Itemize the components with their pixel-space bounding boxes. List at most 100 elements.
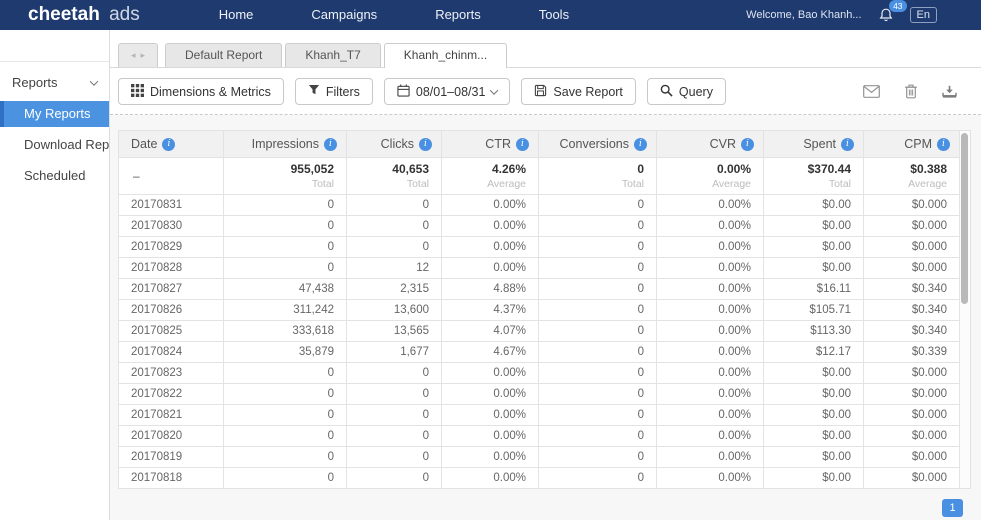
value-cell: 0.00%: [656, 215, 764, 237]
totals-value: 0: [637, 162, 644, 176]
brand-light: ads: [109, 4, 140, 25]
table-row: 20170825 333,618 13,565 4.07% 0 0.00% $113.30 $…: [118, 320, 960, 342]
value-cell: $0.00: [763, 236, 864, 258]
pagination-page-1[interactable]: 1: [942, 499, 963, 517]
tab-khanh-chinm[interactable]: Khanh_chinm...: [383, 43, 508, 68]
value-cell: 0: [538, 362, 657, 384]
brand-logo[interactable]: cheetah ads: [28, 4, 140, 26]
value-cell: 0.00%: [656, 278, 764, 300]
sidebar-item-scheduled[interactable]: Scheduled: [24, 168, 86, 183]
scrollbar-thumb[interactable]: [961, 133, 968, 305]
value-cell: 0: [538, 467, 657, 489]
value-cell: 0.00%: [656, 194, 764, 216]
filters-button[interactable]: Filters: [294, 78, 373, 105]
value-cell: $0.000: [863, 404, 960, 426]
value-cell: $0.00: [763, 404, 864, 426]
value-cell: 4.37%: [441, 299, 539, 321]
report-tabbar: ◂ ▸ Default Report Khanh_T7 Khanh_chinm.…: [110, 39, 981, 68]
date-range-button[interactable]: 08/01–08/31: [383, 78, 511, 105]
welcome-user[interactable]: Welcome, Bao Khanh...: [746, 9, 862, 21]
value-cell: 0.00%: [441, 404, 539, 426]
date-cell: 20170822: [118, 383, 224, 405]
value-cell: 12: [346, 257, 442, 279]
tab-khanh-t7[interactable]: Khanh_T7: [285, 43, 381, 67]
query-button[interactable]: Query: [646, 78, 726, 105]
tab-scroll-left-icon[interactable]: ◂: [130, 50, 136, 60]
totals-sublabel: Average: [712, 178, 751, 190]
value-cell: $0.00: [763, 362, 864, 384]
nav-item-home[interactable]: Home: [218, 7, 254, 22]
tab-default-report[interactable]: Default Report: [165, 43, 283, 67]
value-cell: 333,618: [223, 320, 347, 342]
value-cell: $0.000: [863, 446, 960, 468]
date-cell: 20170828: [118, 257, 224, 279]
table-row: 20170823 0 0 0.00% 0 0.00% $0.00 $0.000: [118, 362, 960, 384]
value-cell: 0.00%: [441, 383, 539, 405]
info-icon[interactable]: i: [419, 137, 432, 151]
date-cell: 20170821: [118, 404, 224, 426]
value-cell: $0.00: [763, 425, 864, 447]
sidebar-group-label: Reports: [12, 75, 58, 90]
value-cell: $0.00: [763, 467, 864, 489]
value-cell: 0.00%: [656, 299, 764, 321]
value-cell: 4.07%: [441, 320, 539, 342]
value-cell: 311,242: [223, 299, 347, 321]
value-cell: 0.00%: [441, 425, 539, 447]
value-cell: 0: [346, 194, 442, 216]
value-cell: 0: [538, 320, 657, 342]
info-icon[interactable]: i: [741, 137, 754, 151]
value-cell: 0: [346, 425, 442, 447]
info-icon[interactable]: i: [162, 137, 176, 151]
value-cell: $0.339: [863, 341, 960, 363]
email-report-button[interactable]: [863, 85, 880, 98]
value-cell: 0: [346, 404, 442, 426]
save-report-button[interactable]: Save Report: [521, 78, 636, 105]
value-cell: $0.00: [763, 446, 864, 468]
nav-item-tools[interactable]: Tools: [538, 7, 570, 22]
value-cell: 0: [538, 446, 657, 468]
tab-scroll-right-icon[interactable]: ▸: [140, 50, 146, 60]
value-cell: 0: [223, 194, 347, 216]
value-cell: 0.00%: [656, 446, 764, 468]
nav-item-reports[interactable]: Reports: [435, 7, 481, 22]
download-report-button[interactable]: [942, 85, 957, 99]
value-cell: 0: [538, 278, 657, 300]
value-cell: 0: [346, 236, 442, 258]
table-row: 20170830 0 0 0.00% 0 0.00% $0.00 $0.000: [118, 215, 960, 237]
totals-value-cell: $370.44 Total: [763, 157, 864, 195]
nav-item-campaigns[interactable]: Campaigns: [311, 7, 378, 22]
info-icon[interactable]: i: [516, 137, 529, 151]
sidebar-item-download-report[interactable]: Download Report: [24, 137, 109, 152]
value-cell: 35,879: [223, 341, 347, 363]
info-icon[interactable]: i: [324, 137, 337, 151]
delete-report-button[interactable]: [904, 84, 918, 99]
info-icon[interactable]: i: [937, 137, 950, 151]
sidebar-item-my-reports[interactable]: My Reports: [0, 101, 109, 127]
language-selector[interactable]: En: [909, 7, 937, 23]
totals-value-cell: 40,653 Total: [346, 157, 442, 195]
totals-sublabel: Average: [487, 178, 526, 190]
sidebar-group-reports[interactable]: Reports: [0, 62, 109, 101]
totals-value: $0.388: [910, 162, 947, 176]
search-icon: [660, 84, 673, 100]
value-cell: $16.11: [763, 278, 864, 300]
dimensions-metrics-button[interactable]: Dimensions & Metrics: [118, 78, 284, 105]
table-row: 20170822 0 0 0.00% 0 0.00% $0.00 $0.000: [118, 383, 960, 405]
notifications-button[interactable]: 43: [878, 0, 907, 23]
report-toolbar: Dimensions & Metrics Filters 08/01–08/31: [110, 68, 981, 114]
value-cell: 0: [346, 215, 442, 237]
value-cell: 2,315: [346, 278, 442, 300]
brand-bold: cheetah: [28, 4, 100, 25]
value-cell: 0: [223, 425, 347, 447]
main-nav: Home Campaigns Reports Tools: [190, 0, 598, 30]
totals-sublabel: Total: [621, 178, 644, 190]
info-icon[interactable]: i: [841, 137, 854, 151]
value-cell: 0.00%: [441, 215, 539, 237]
date-cell: 20170825: [118, 320, 224, 342]
column-header-clicks: Clicks i: [346, 130, 442, 158]
tab-scroll-arrows[interactable]: ◂ ▸: [118, 43, 158, 67]
content-area: ◂ ▸ Default Report Khanh_T7 Khanh_chinm.…: [110, 30, 981, 520]
column-header-spent: Spent i: [763, 130, 864, 158]
info-icon[interactable]: i: [634, 137, 647, 151]
value-cell: $0.000: [863, 362, 960, 384]
